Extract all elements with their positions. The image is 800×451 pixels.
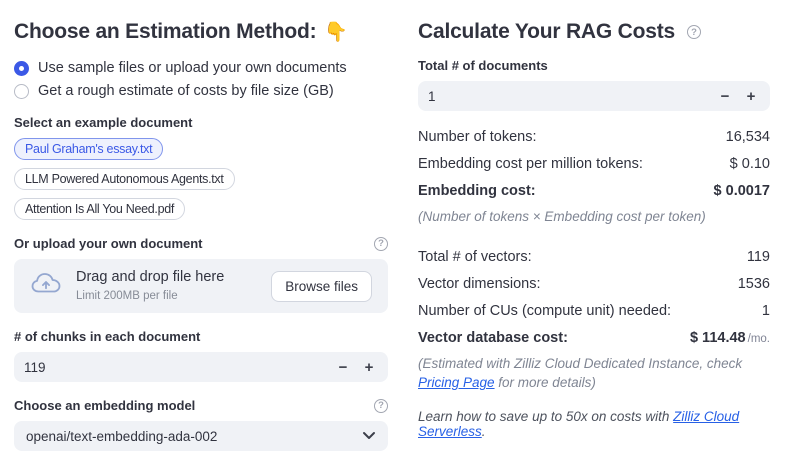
total-documents-input[interactable]: 1 <box>428 88 436 104</box>
embedding-model-help-icon[interactable]: ? <box>374 398 388 413</box>
left-panel-title-text: Choose an Estimation Method: <box>14 20 317 43</box>
documents-decrement-button[interactable]: − <box>712 81 738 111</box>
cost-row-embedding-cost: Embedding cost: $ 0.0017 <box>418 183 770 199</box>
dropzone-title: Drag and drop file here <box>76 269 225 286</box>
rag-cost-calculator-app: Choose an Estimation Method: 👇 Use sampl… <box>14 10 770 451</box>
example-doc-pill-2[interactable]: Attention Is All You Need.pdf <box>14 198 186 220</box>
left-panel-title: Choose an Estimation Method: 👇 <box>14 20 388 44</box>
rag-costs-panel: Calculate Your RAG Costs ? Total # of do… <box>418 10 770 439</box>
rag-costs-help-icon[interactable]: ? <box>686 25 701 39</box>
upload-help-icon[interactable]: ? <box>374 236 388 251</box>
cost-row-vectors: Total # of vectors: 119 <box>418 248 770 265</box>
dropzone-limit: Limit 200MB per file <box>76 290 178 303</box>
upload-document-label: Or upload your own document <box>14 236 203 251</box>
vector-db-caption: (Estimated with Zilliz Cloud Dedicated I… <box>418 355 743 391</box>
cost-row-dimensions: Vector dimensions: 1536 <box>418 275 770 292</box>
radio-unselected-icon[interactable] <box>14 83 29 99</box>
chunks-stepper: 119 − + <box>14 352 388 382</box>
embedding-cost-formula-caption: (Number of tokens × Embedding cost per t… <box>418 209 706 224</box>
cost-row-tokens: Number of tokens: 16,534 <box>418 129 770 145</box>
example-doc-pill-0[interactable]: Paul Graham's essay.txt <box>14 138 164 160</box>
cloud-upload-icon <box>30 271 62 301</box>
radio-option-label: Use sample files or upload your own docu… <box>38 60 347 76</box>
documents-increment-button[interactable]: + <box>738 81 764 111</box>
chevron-down-icon <box>362 427 376 445</box>
browse-files-button[interactable]: Browse files <box>271 270 372 302</box>
radio-option-1[interactable]: Get a rough estimate of costs by file si… <box>14 83 388 99</box>
pointing-down-emoji: 👇 <box>324 22 348 43</box>
file-dropzone[interactable]: Drag and drop file here Limit 200MB per … <box>14 259 388 313</box>
estimation-method-radio-group: Use sample files or upload your own docu… <box>14 60 388 99</box>
total-documents-stepper: 1 − + <box>418 81 770 111</box>
total-documents-label: Total # of documents <box>418 58 548 73</box>
chunks-decrement-button[interactable]: − <box>330 352 356 382</box>
embedding-model-select[interactable]: openai/text-embedding-ada-002 <box>14 421 388 451</box>
right-panel-title: Calculate Your RAG Costs <box>418 20 675 43</box>
cost-row-vector-db: Vector database cost: $ 114.48/mo. <box>418 329 770 346</box>
chunks-label: # of chunks in each document <box>14 329 201 344</box>
radio-option-0[interactable]: Use sample files or upload your own docu… <box>14 60 388 76</box>
chunks-input[interactable]: 119 <box>24 359 46 375</box>
pricing-page-link[interactable]: Pricing Page <box>418 375 495 391</box>
estimation-method-panel: Choose an Estimation Method: 👇 Use sampl… <box>14 10 388 451</box>
serverless-promo-line: Learn how to save up to 50x on costs wit… <box>418 408 740 439</box>
example-doc-pill-1[interactable]: LLM Powered Autonomous Agents.txt <box>14 168 235 190</box>
example-document-pills: Paul Graham's essay.txt LLM Powered Auton… <box>14 138 388 220</box>
dropzone-text: Drag and drop file here Limit 200MB per … <box>76 268 224 304</box>
cost-row-embedding-rate: Embedding cost per million tokens: $ 0.1… <box>418 156 770 172</box>
embedding-model-selected-value: openai/text-embedding-ada-002 <box>26 428 218 444</box>
radio-selected-icon[interactable] <box>14 60 29 76</box>
cost-row-cus: Number of CUs (compute unit) needed: 1 <box>418 302 770 319</box>
embedding-model-label: Choose an embedding model <box>14 398 196 413</box>
per-month-unit: /mo. <box>747 332 770 345</box>
radio-option-label: Get a rough estimate of costs by file si… <box>38 83 334 99</box>
chunks-increment-button[interactable]: + <box>356 352 382 382</box>
example-document-label: Select an example document <box>14 115 193 130</box>
